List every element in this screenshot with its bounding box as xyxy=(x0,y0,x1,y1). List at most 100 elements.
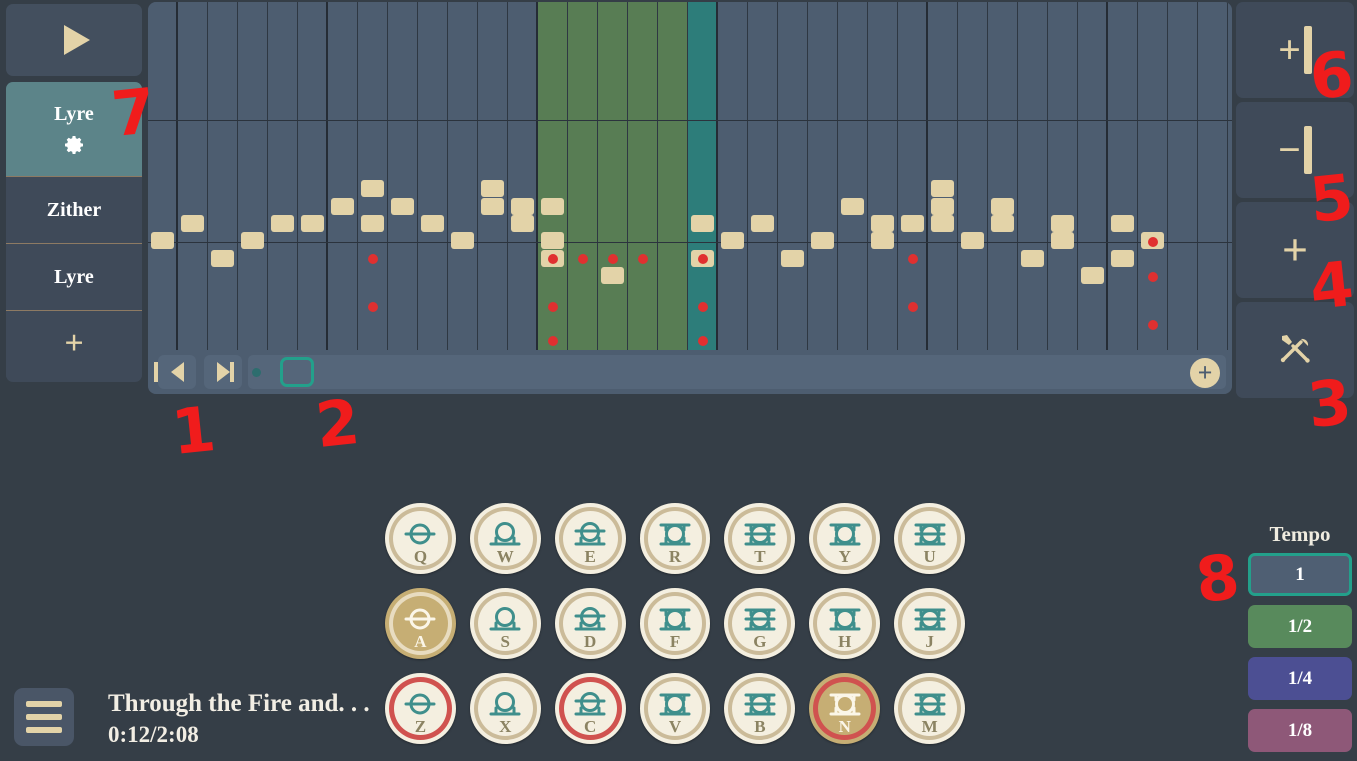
note-block[interactable] xyxy=(691,215,714,232)
note-block[interactable] xyxy=(511,198,534,215)
key-z[interactable]: Z xyxy=(385,673,456,744)
instrument-tab-zither[interactable]: Zither xyxy=(6,177,142,244)
note-block[interactable] xyxy=(931,180,954,197)
note-block[interactable] xyxy=(751,215,774,232)
grid-column[interactable] xyxy=(208,2,238,350)
note-block[interactable] xyxy=(541,198,564,215)
note-block[interactable] xyxy=(601,267,624,284)
key-s[interactable]: S xyxy=(469,588,541,659)
note-block[interactable] xyxy=(541,232,564,249)
note-block[interactable] xyxy=(991,198,1014,215)
timeline-track[interactable]: + xyxy=(248,355,1226,389)
note-marker-dot[interactable] xyxy=(908,302,918,312)
note-marker-dot[interactable] xyxy=(578,254,588,264)
grid-column[interactable] xyxy=(1018,2,1048,350)
note-block[interactable] xyxy=(871,215,894,232)
key-u[interactable]: U xyxy=(894,503,966,574)
grid-column[interactable] xyxy=(838,2,868,350)
note-block[interactable] xyxy=(481,198,504,215)
note-block[interactable] xyxy=(931,198,954,215)
note-block[interactable] xyxy=(961,232,984,249)
key-n[interactable]: N xyxy=(809,673,881,744)
note-block[interactable] xyxy=(1111,215,1134,232)
key-m[interactable]: M xyxy=(894,673,966,744)
instrument-tab-lyre-1[interactable]: Lyre xyxy=(6,82,142,177)
note-marker-dot[interactable] xyxy=(368,302,378,312)
note-block[interactable] xyxy=(1051,215,1074,232)
key-v[interactable]: V xyxy=(639,673,711,744)
hamburger-menu-button[interactable] xyxy=(14,688,74,746)
note-block[interactable] xyxy=(1051,232,1074,249)
key-w[interactable]: W xyxy=(469,503,541,574)
grid-column[interactable] xyxy=(568,2,598,350)
key-r[interactable]: R xyxy=(639,503,711,574)
key-d[interactable]: D xyxy=(554,588,626,659)
grid-column[interactable] xyxy=(658,2,688,350)
grid-column[interactable] xyxy=(688,2,718,350)
key-f[interactable]: F xyxy=(639,588,711,659)
grid-column[interactable] xyxy=(868,2,898,350)
note-block[interactable] xyxy=(151,232,174,249)
grid-column[interactable] xyxy=(538,2,568,350)
note-block[interactable] xyxy=(391,198,414,215)
note-block[interactable] xyxy=(811,232,834,249)
note-marker-dot[interactable] xyxy=(908,254,918,264)
tempo-option-1-2[interactable]: 1/2 xyxy=(1248,605,1352,648)
note-marker-dot[interactable] xyxy=(638,254,648,264)
grid-column[interactable] xyxy=(328,2,358,350)
key-j[interactable]: J xyxy=(894,588,966,659)
timeline-view-window[interactable] xyxy=(280,357,314,387)
add-instrument-button[interactable]: + xyxy=(6,311,142,377)
add-note-button[interactable]: + xyxy=(1236,202,1354,298)
grid-column[interactable] xyxy=(388,2,418,350)
grid-column[interactable] xyxy=(178,2,208,350)
note-block[interactable] xyxy=(841,198,864,215)
note-marker-dot[interactable] xyxy=(368,254,378,264)
note-block[interactable] xyxy=(271,215,294,232)
grid-column[interactable] xyxy=(1048,2,1078,350)
note-block[interactable] xyxy=(481,180,504,197)
note-marker-dot[interactable] xyxy=(548,336,558,346)
note-block[interactable] xyxy=(241,232,264,249)
grid-column[interactable] xyxy=(988,2,1018,350)
grid-column[interactable] xyxy=(448,2,478,350)
note-marker-dot[interactable] xyxy=(608,254,618,264)
grid-column[interactable] xyxy=(1138,2,1168,350)
remove-bar-button[interactable]: − xyxy=(1236,102,1354,198)
instrument-tab-lyre-2[interactable]: Lyre xyxy=(6,244,142,311)
key-b[interactable]: B xyxy=(724,673,796,744)
key-e[interactable]: E xyxy=(554,503,626,574)
key-c[interactable]: C xyxy=(554,673,626,744)
gear-icon[interactable] xyxy=(64,135,84,155)
grid-column[interactable] xyxy=(718,2,748,350)
grid-column[interactable] xyxy=(928,2,958,350)
play-button[interactable] xyxy=(6,4,142,76)
note-block[interactable] xyxy=(451,232,474,249)
grid-column[interactable] xyxy=(628,2,658,350)
grid-column[interactable] xyxy=(1168,2,1198,350)
note-block[interactable] xyxy=(511,215,534,232)
grid-column[interactable] xyxy=(1078,2,1108,350)
note-block[interactable] xyxy=(871,232,894,249)
note-block[interactable] xyxy=(721,232,744,249)
grid-column[interactable] xyxy=(298,2,328,350)
note-block[interactable] xyxy=(331,198,354,215)
key-h[interactable]: H xyxy=(809,588,881,659)
note-block[interactable] xyxy=(361,215,384,232)
skip-previous-button[interactable] xyxy=(153,355,196,389)
note-block[interactable] xyxy=(361,180,384,197)
grid-column[interactable] xyxy=(598,2,628,350)
note-block[interactable] xyxy=(781,250,804,267)
key-y[interactable]: Y xyxy=(809,503,881,574)
grid-column[interactable] xyxy=(808,2,838,350)
grid-column[interactable] xyxy=(778,2,808,350)
note-block[interactable] xyxy=(931,215,954,232)
skip-next-button[interactable] xyxy=(204,355,242,389)
note-block[interactable] xyxy=(301,215,324,232)
note-marker-dot[interactable] xyxy=(1148,272,1158,282)
note-block[interactable] xyxy=(991,215,1014,232)
key-g[interactable]: G xyxy=(724,588,796,659)
grid-column[interactable] xyxy=(1108,2,1138,350)
add-bar-button[interactable]: + xyxy=(1236,2,1354,98)
note-marker-dot[interactable] xyxy=(548,302,558,312)
